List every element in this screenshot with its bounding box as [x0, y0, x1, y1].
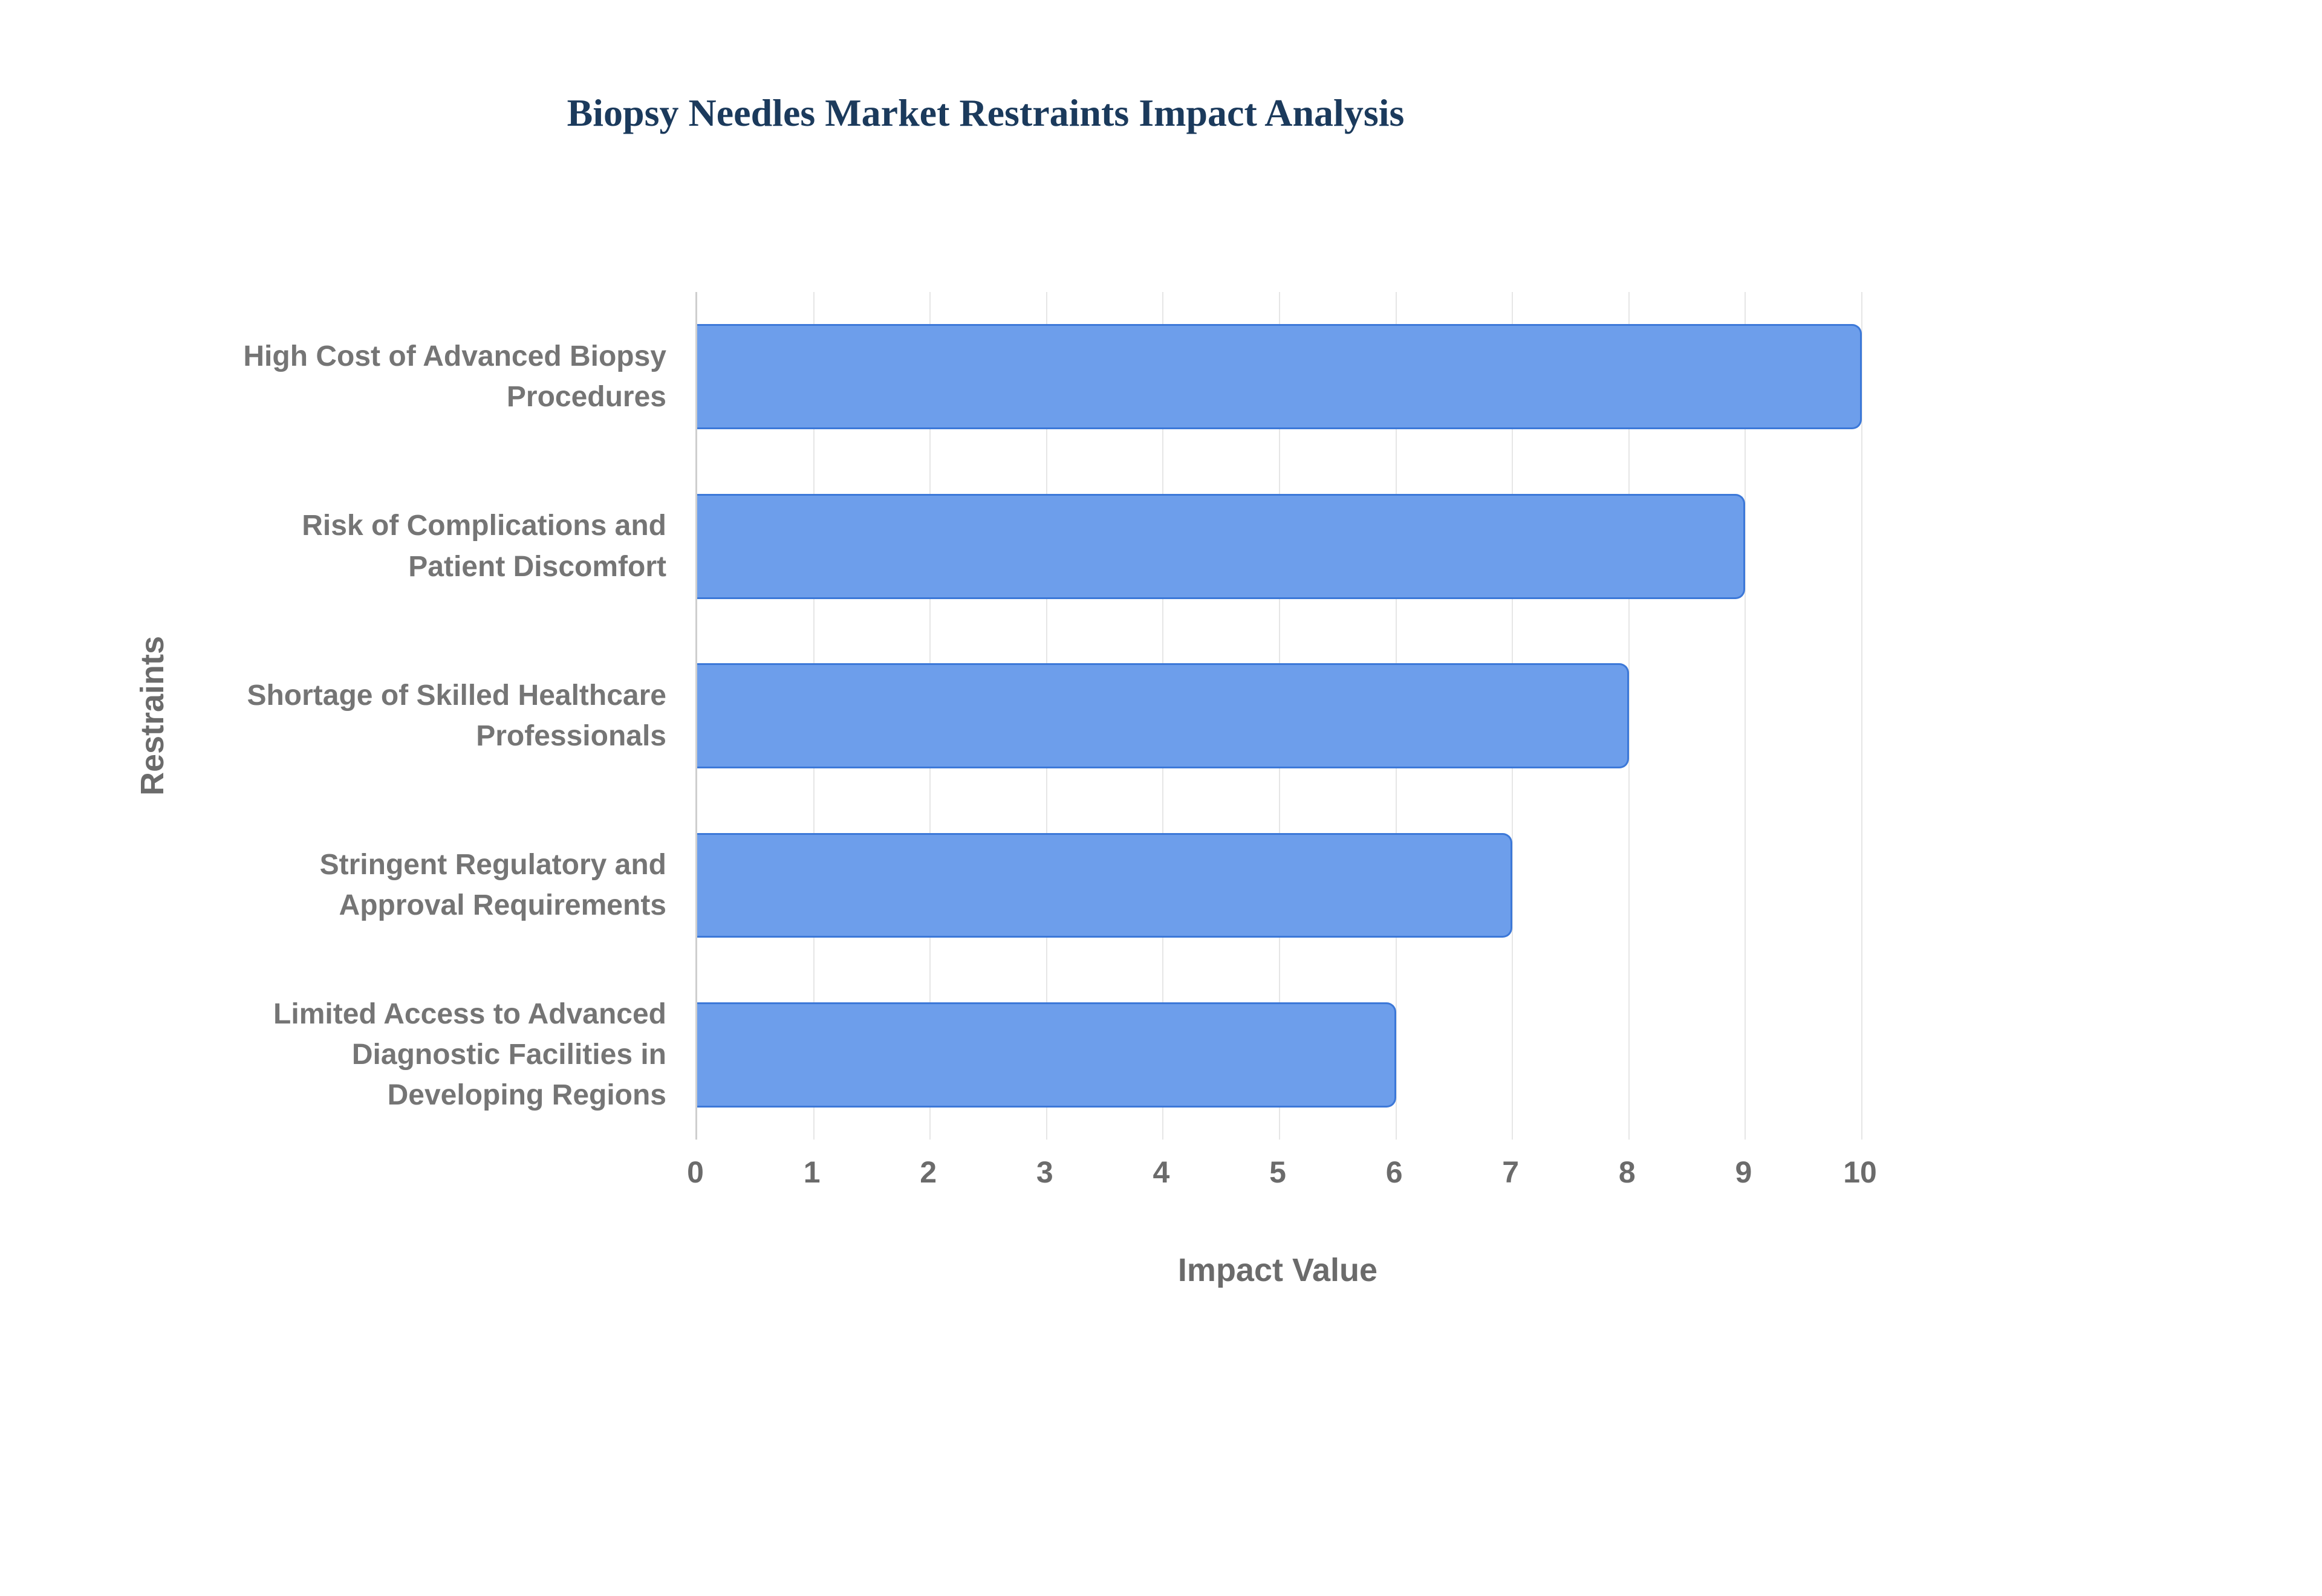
y-axis-category-labels: High Cost of Advanced Biopsy Procedures R… [200, 292, 666, 1140]
bar-row-3 [697, 800, 1862, 970]
bar-row-1 [697, 461, 1862, 631]
x-tick-label-10: 10 [1843, 1155, 1877, 1189]
category-label-4: Limited Access to Advanced Diagnostic Fa… [273, 998, 666, 1112]
category-label-3: Stringent Regulatory and Approval Requir… [319, 849, 666, 922]
chart-title: Biopsy Needles Market Restraints Impact … [567, 91, 1405, 134]
category-label-1: Risk of Complications and Patient Discom… [302, 510, 666, 583]
bar-1 [697, 493, 1746, 599]
x-tick-label-8: 8 [1618, 1155, 1636, 1189]
x-axis-tick-labels: 0 1 2 3 4 5 6 7 8 9 10 [687, 1155, 1877, 1197]
category-label-0: High Cost of Advanced Biopsy Procedures [243, 340, 666, 414]
x-tick-label-9: 9 [1735, 1155, 1752, 1189]
x-tick-label-6: 6 [1385, 1155, 1403, 1189]
bar-4 [697, 1002, 1396, 1108]
x-axis-title: Impact Value [1177, 1252, 1378, 1288]
bar-rows [697, 292, 1862, 1140]
x-tick-label-5: 5 [1269, 1155, 1286, 1189]
bar-row-0 [697, 292, 1862, 461]
bar-row-4 [697, 970, 1862, 1140]
gridline-x-10 [1861, 292, 1862, 1140]
bar-2 [697, 663, 1629, 768]
x-tick-label-4: 4 [1153, 1155, 1170, 1189]
x-tick-label-1: 1 [803, 1155, 821, 1189]
x-tick-label-7: 7 [1502, 1155, 1520, 1189]
bar-row-2 [697, 631, 1862, 800]
bar-3 [697, 832, 1513, 938]
x-tick-label-0: 0 [687, 1155, 704, 1189]
x-tick-label-3: 3 [1036, 1155, 1053, 1189]
bar-0 [697, 324, 1862, 430]
gridline-x-9 [1745, 292, 1746, 1140]
plot-area [695, 292, 1862, 1140]
y-axis-title: Restraints [134, 635, 171, 796]
category-label-2: Shortage of Skilled Healthcare Professio… [247, 679, 666, 753]
gridline-x-8 [1628, 292, 1630, 1140]
x-tick-label-2: 2 [920, 1155, 937, 1189]
